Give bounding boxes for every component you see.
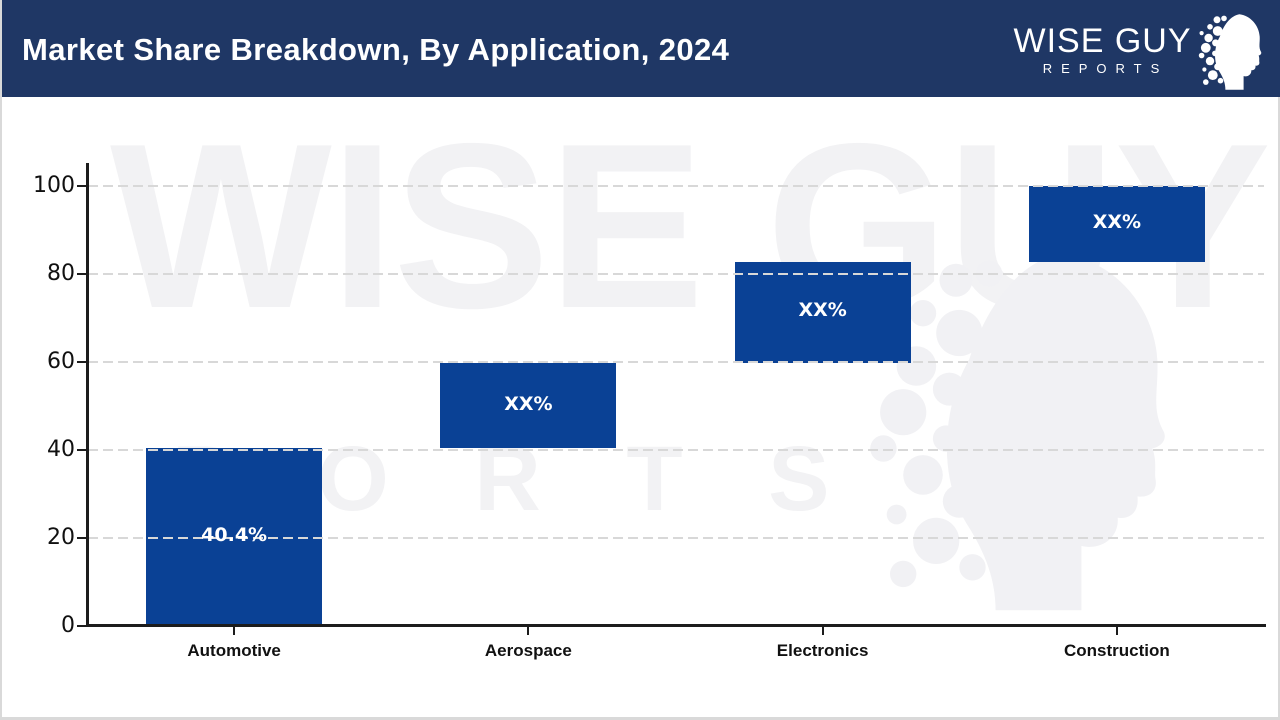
y-tick-label-40: 40 [47,437,75,462]
x-category-label: Electronics [776,641,869,660]
x-tick-electronics [821,626,824,635]
y-tick-0 [77,625,86,627]
gridline-20 [88,537,1264,539]
x-tick-construction [1115,626,1118,635]
x-tick-aerospace [527,626,530,635]
dotted-head-icon [1198,14,1262,90]
gridline-60 [88,361,1264,363]
bar-value-label: XX% [1092,210,1142,233]
bar-value-label: 40.4% [201,524,268,547]
y-tick-label-0: 0 [61,613,75,638]
bar-electronics [734,261,911,363]
logo-wordmark: WISE GUY [1013,22,1192,60]
wise-guy-reports-logo: WISE GUY REPORTS [1010,6,1270,94]
y-tick-label-80: 80 [47,261,75,286]
bar-value-label: XX% [504,392,553,415]
y-tick-label-20: 20 [47,525,75,550]
gridline-80 [88,273,1264,275]
y-axis-line [86,163,89,626]
chart-area: WISE GUY P O R T S 0 20 40 60 80 100 40.4% Auto… [2,94,1280,717]
x-tick-automotive [233,626,236,635]
x-category-label: Automotive [187,641,281,660]
y-tick-label-60: 60 [47,349,75,374]
x-axis-line [86,624,1266,627]
header-bar: Market Share Breakdown, By Application, … [2,0,1280,97]
logo-text: WISE GUY REPORTS [1010,24,1195,76]
gridline-100 [88,185,1264,187]
y-tick-80 [77,273,86,275]
x-category-label: Construction [1063,641,1170,660]
bar-aerospace [440,362,617,449]
y-tick-20 [77,537,86,539]
y-tick-60 [77,361,86,363]
gridline-40 [88,449,1264,451]
x-category-label: Aerospace [484,641,572,660]
bar-construction [1028,186,1205,262]
watermark-head-graphic [870,253,1165,611]
y-tick-40 [77,449,86,451]
bar-value-label: XX% [798,299,847,322]
logo-subtitle: REPORTS [1042,61,1169,76]
page-title: Market Share Breakdown, By Application, … [22,32,730,67]
y-tick-100 [77,185,86,187]
y-tick-label-100: 100 [33,173,75,198]
